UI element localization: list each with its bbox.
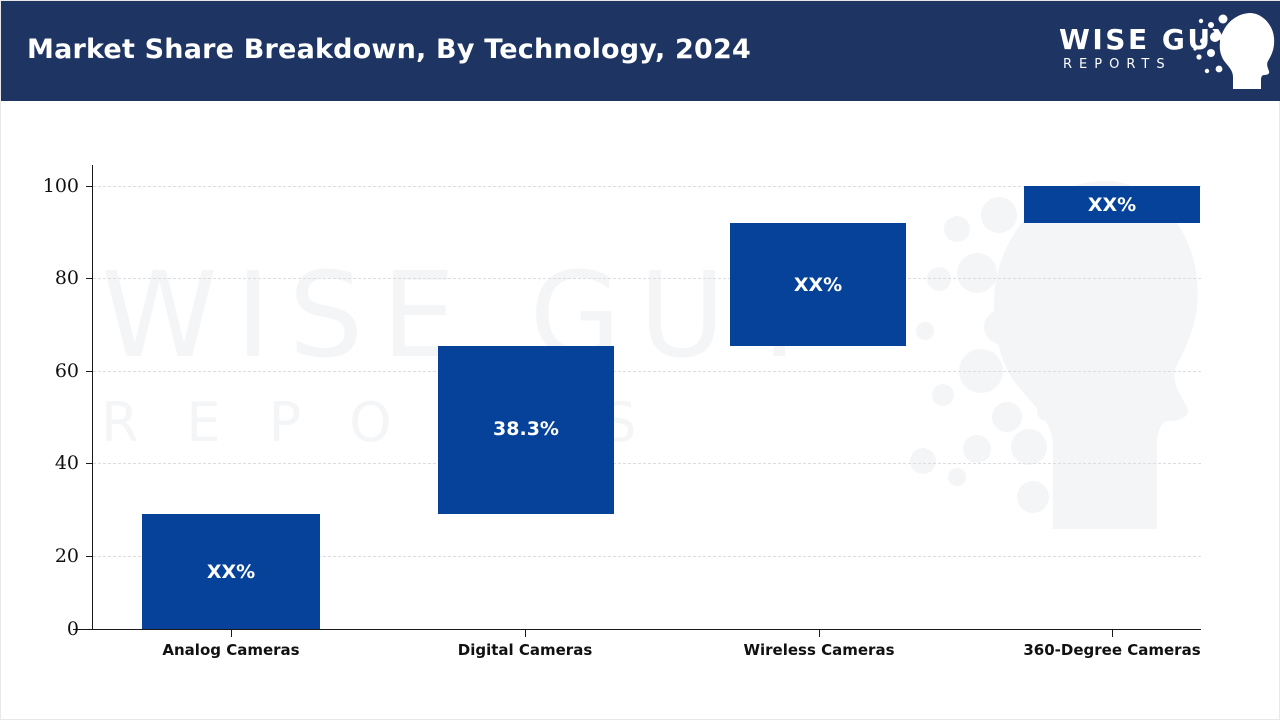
bar-digital-cameras[interactable]: 38.3% — [438, 346, 614, 514]
x-tick-mark-wireless-cameras — [819, 629, 820, 637]
gridline-20 — [93, 556, 1201, 557]
y-tick-mark-0 — [86, 629, 93, 630]
gridline-60 — [93, 371, 1201, 372]
logo-secondary-text: REPORTS — [1063, 57, 1172, 72]
y-axis-label-0: 0 — [66, 618, 79, 640]
y-tick-mark-40 — [86, 463, 93, 464]
page-title: Market Share Breakdown, By Technology, 2… — [27, 34, 752, 65]
x-tick-mark-digital-cameras — [525, 629, 526, 637]
bar-value-label-wireless-cameras: XX% — [793, 274, 843, 296]
gridline-100 — [93, 186, 1201, 187]
y-tick-mark-60 — [86, 371, 93, 372]
y-tick-mark-80 — [86, 278, 93, 279]
x-tick-mark-360-degree-cameras — [1112, 629, 1113, 637]
chart-header-band: Market Share Breakdown, By Technology, 2… — [1, 1, 1280, 101]
bar-360-degree-cameras[interactable]: XX% — [1024, 186, 1200, 223]
x-axis-line — [73, 629, 1201, 630]
gridline-80 — [93, 278, 1201, 279]
x-axis-label-wireless-cameras: Wireless Cameras — [743, 641, 895, 659]
y-axis-label-100: 100 — [42, 175, 79, 197]
bar-value-label-digital-cameras: 38.3% — [493, 418, 559, 440]
dotted-head-profile-icon — [1191, 13, 1275, 89]
x-axis-label-digital-cameras: Digital Cameras — [457, 641, 593, 659]
y-axis-line — [92, 165, 93, 630]
y-axis-label-40: 40 — [54, 452, 79, 474]
y-tick-mark-100 — [86, 186, 93, 187]
bar-analog-cameras[interactable]: XX% — [142, 514, 320, 629]
x-axis-label-analog-cameras: Analog Cameras — [162, 641, 300, 659]
x-axis-label-360-degree-cameras: 360-Degree Cameras — [1023, 641, 1201, 659]
wiseguy-reports-logo: WISE GUY REPORTS — [1057, 11, 1277, 91]
y-axis-label-80: 80 — [54, 267, 79, 289]
gridline-40 — [93, 463, 1201, 464]
bar-value-label-360-degree-cameras: XX% — [1087, 194, 1137, 216]
x-tick-mark-analog-cameras — [231, 629, 232, 637]
plot-area — [93, 166, 1201, 629]
bar-value-label-analog-cameras: XX% — [206, 561, 256, 583]
y-tick-mark-20 — [86, 556, 93, 557]
y-axis-label-60: 60 — [54, 360, 79, 382]
bar-wireless-cameras[interactable]: XX% — [730, 223, 906, 346]
y-axis-label-20: 20 — [54, 545, 79, 567]
